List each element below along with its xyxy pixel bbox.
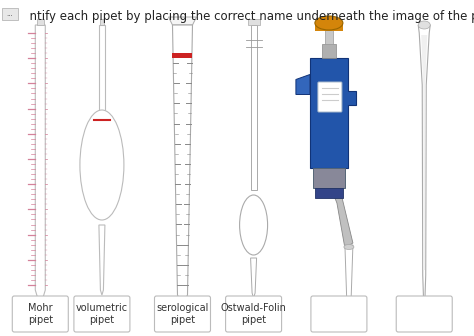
FancyBboxPatch shape <box>311 296 367 332</box>
Ellipse shape <box>239 195 268 255</box>
Bar <box>315 23 343 31</box>
Polygon shape <box>310 58 356 168</box>
Bar <box>322 44 336 58</box>
Polygon shape <box>418 25 430 305</box>
Polygon shape <box>421 35 427 270</box>
Ellipse shape <box>315 16 343 30</box>
FancyBboxPatch shape <box>318 82 342 112</box>
FancyBboxPatch shape <box>155 296 210 332</box>
FancyBboxPatch shape <box>226 296 282 332</box>
Ellipse shape <box>418 21 430 29</box>
Bar <box>2 8 18 20</box>
Polygon shape <box>99 25 105 133</box>
Polygon shape <box>35 25 46 300</box>
Polygon shape <box>173 25 192 302</box>
Bar <box>173 53 192 58</box>
Polygon shape <box>168 17 197 25</box>
Polygon shape <box>296 75 310 94</box>
Bar <box>37 19 44 25</box>
FancyBboxPatch shape <box>12 296 68 332</box>
Polygon shape <box>99 225 105 295</box>
Polygon shape <box>251 25 256 190</box>
Polygon shape <box>345 245 353 305</box>
Text: serological
pipet: serological pipet <box>156 303 209 325</box>
Ellipse shape <box>80 110 124 220</box>
FancyBboxPatch shape <box>396 296 452 332</box>
Text: ...: ... <box>7 11 13 17</box>
Text: Ostwald-Folin
pipet: Ostwald-Folin pipet <box>221 303 286 325</box>
Polygon shape <box>333 193 353 248</box>
Bar <box>313 168 345 188</box>
Bar <box>325 26 333 44</box>
Bar <box>247 19 260 25</box>
Text: volumetric
pipet: volumetric pipet <box>76 303 128 325</box>
Text: ntify each pipet by placing the correct name underneath the image of the pipet.: ntify each pipet by placing the correct … <box>22 10 474 23</box>
Bar <box>315 188 343 198</box>
Bar <box>100 19 104 25</box>
Ellipse shape <box>344 245 354 250</box>
FancyBboxPatch shape <box>74 296 130 332</box>
Polygon shape <box>251 258 256 298</box>
Text: Mohr
pipet: Mohr pipet <box>27 303 53 325</box>
